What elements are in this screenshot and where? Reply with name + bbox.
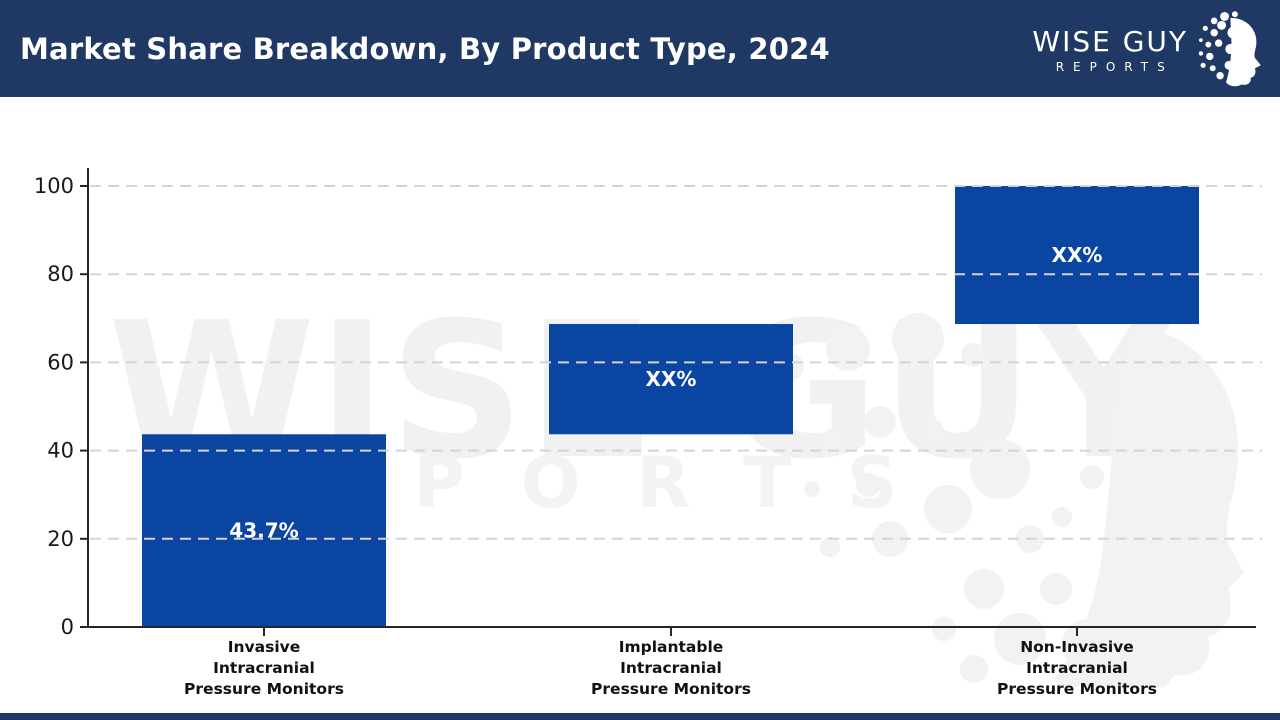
category-label-2: Non-Invasive Intracranial Pressure Monitor… xyxy=(997,638,1157,698)
category-label-1: Implantable Intracranial Pressure Monitors xyxy=(591,638,751,698)
bar-value-label-2: XX% xyxy=(1052,243,1103,267)
bar-segment-1 xyxy=(549,324,793,435)
chart-title: Market Share Breakdown, By Product Type,… xyxy=(20,31,830,66)
wiseguy-logo: WISE GUY REPORTS xyxy=(1016,6,1266,92)
logo-wordmark: WISE GUY xyxy=(1032,24,1188,58)
y-tick-label-20: 20 xyxy=(47,527,74,551)
footer-bar xyxy=(0,713,1280,720)
header-bar: Market Share Breakdown, By Product Type,… xyxy=(0,0,1280,97)
y-tick-label-40: 40 xyxy=(47,439,74,463)
logo-text: WISE GUY REPORTS xyxy=(1032,25,1188,74)
category-label-0: Invasive Intracranial Pressure Monitors xyxy=(184,638,344,698)
y-tick-label-80: 80 xyxy=(47,262,74,286)
logo-subtext: REPORTS xyxy=(1055,59,1174,74)
y-tick-label-100: 100 xyxy=(34,174,74,198)
logo-head-icon xyxy=(1198,11,1261,87)
bar-segment-0 xyxy=(142,434,386,627)
y-tick-label-0: 0 xyxy=(61,615,74,639)
y-tick-label-60: 60 xyxy=(47,350,74,374)
bar-value-label-1: XX% xyxy=(646,367,697,391)
bar-segment-2 xyxy=(955,186,1199,325)
